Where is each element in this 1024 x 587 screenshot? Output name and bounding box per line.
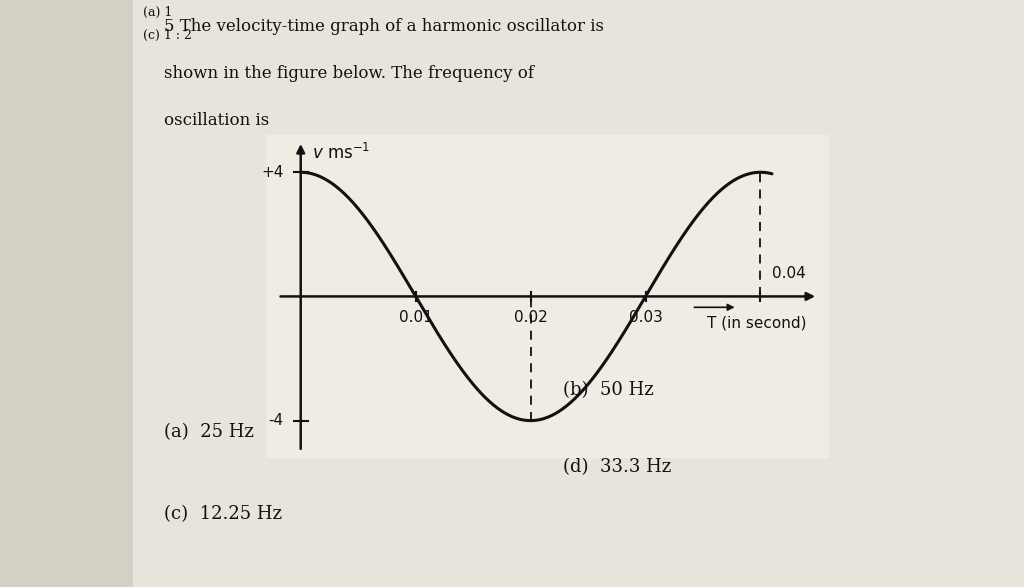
Text: (a) 1: (a) 1: [143, 6, 173, 19]
Text: 0.04: 0.04: [772, 266, 806, 281]
Text: 0.02: 0.02: [514, 311, 548, 325]
Text: +4: +4: [261, 165, 284, 180]
Text: shown in the figure below. The frequency of: shown in the figure below. The frequency…: [164, 65, 534, 82]
Text: oscillation is: oscillation is: [164, 112, 269, 129]
Text: (b)  50 Hz: (b) 50 Hz: [563, 382, 654, 400]
Text: 0.01: 0.01: [398, 311, 432, 325]
Text: T (in second): T (in second): [707, 315, 807, 330]
Text: (c) 1 : 2: (c) 1 : 2: [143, 29, 193, 42]
Text: 5 The velocity-time graph of a harmonic oscillator is: 5 The velocity-time graph of a harmonic …: [164, 18, 604, 35]
Text: (d)  33.3 Hz: (d) 33.3 Hz: [563, 458, 672, 476]
Text: (a)  25 Hz: (a) 25 Hz: [164, 423, 254, 441]
Text: (c)  12.25 Hz: (c) 12.25 Hz: [164, 505, 282, 523]
Text: $v$ ms$^{-1}$: $v$ ms$^{-1}$: [312, 143, 371, 163]
Text: 0.03: 0.03: [629, 311, 663, 325]
Text: -4: -4: [268, 413, 284, 428]
